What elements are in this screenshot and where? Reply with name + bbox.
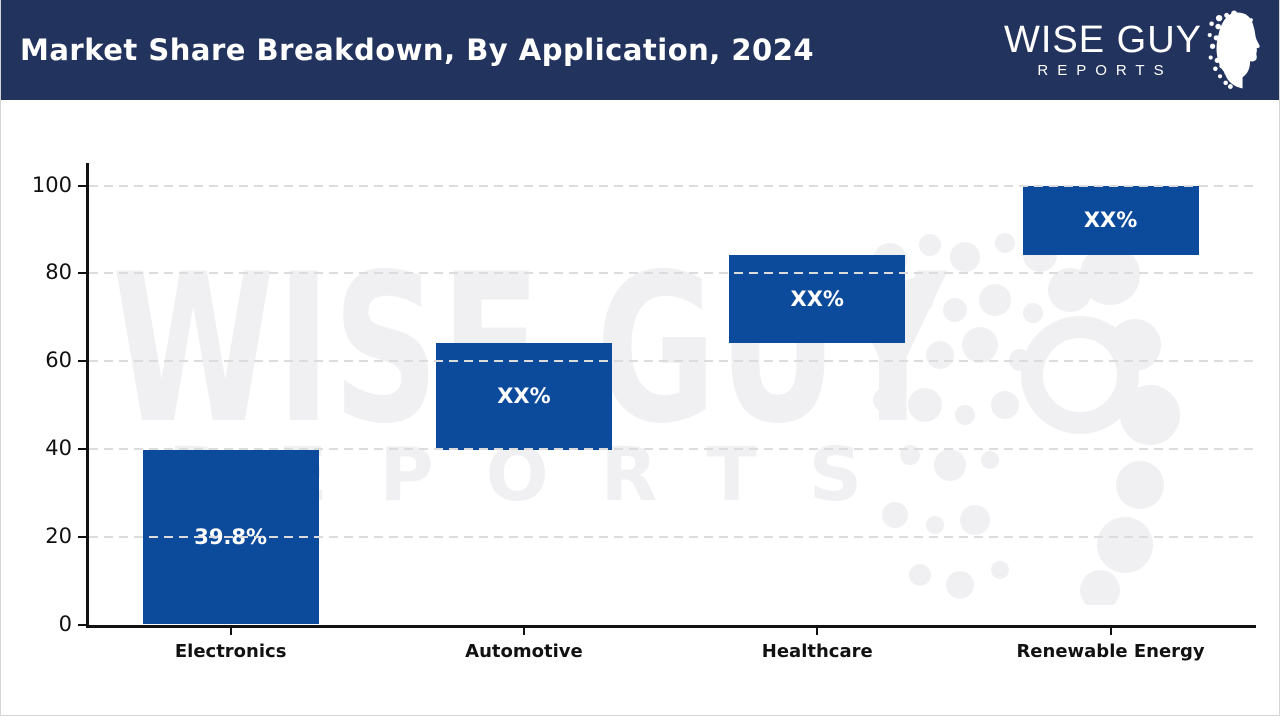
page-title: Market Share Breakdown, By Application, …: [20, 33, 815, 67]
bar-renewable-energy: XX%: [1022, 185, 1199, 255]
y-axis-label: 100: [31, 172, 72, 197]
logo-wordmark-line2: REPORTS: [1037, 62, 1173, 79]
y-tick: [78, 360, 87, 363]
x-axis-label: Automotive: [465, 641, 583, 662]
y-axis-label: 0: [58, 611, 72, 636]
x-axis-line: [86, 624, 1256, 628]
bar-healthcare: XX%: [729, 254, 906, 343]
logo-wordmark: WISE GUY REPORTS: [1004, 21, 1202, 79]
y-tick: [78, 272, 87, 275]
x-tick: [229, 628, 232, 635]
header-banner: Market Share Breakdown, By Application, …: [0, 0, 1280, 100]
gridline: [89, 184, 1256, 187]
logo-wordmark-line1: WISE GUY: [1003, 19, 1202, 61]
gridline: [89, 272, 1256, 275]
bar-value-label: XX%: [790, 286, 844, 311]
x-tick: [816, 628, 819, 635]
y-axis-label: 20: [45, 523, 72, 548]
y-tick: [78, 535, 87, 538]
brand-logo: WISE GUY REPORTS: [1004, 0, 1266, 100]
gridline: [89, 360, 1256, 363]
gridline: [89, 447, 1256, 450]
x-tick: [1109, 628, 1112, 635]
gridline: [89, 535, 1256, 538]
bar-value-label: XX%: [497, 384, 551, 409]
y-axis-line: [86, 163, 89, 628]
y-axis-label: 80: [45, 260, 72, 285]
y-tick: [78, 447, 87, 450]
y-tick: [78, 623, 87, 626]
logo-head-icon: [1207, 10, 1260, 89]
y-tick: [78, 184, 87, 187]
x-axis-label: Renewable Energy: [1016, 641, 1205, 662]
bar-automotive: XX%: [435, 342, 612, 450]
x-tick: [522, 628, 525, 635]
y-axis-label: 40: [45, 435, 72, 460]
x-axis-label: Healthcare: [761, 641, 873, 662]
y-axis-label: 60: [45, 348, 72, 373]
x-axis-label: Electronics: [174, 641, 287, 662]
bar-value-label: XX%: [1083, 208, 1138, 233]
